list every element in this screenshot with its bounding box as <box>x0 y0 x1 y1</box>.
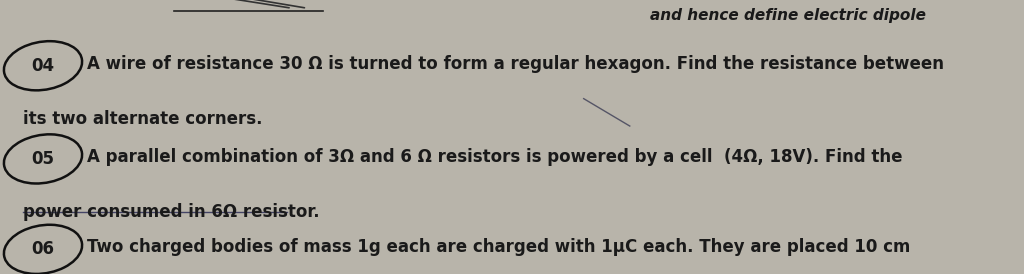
Text: 04: 04 <box>32 57 54 75</box>
Text: Two charged bodies of mass 1g each are charged with 1μC each. They are placed 10: Two charged bodies of mass 1g each are c… <box>87 238 910 256</box>
Text: 05: 05 <box>32 150 54 168</box>
Text: A wire of resistance 30 Ω is turned to form a regular hexagon. Find the resistan: A wire of resistance 30 Ω is turned to f… <box>87 55 944 73</box>
Text: A parallel combination of 3Ω and 6 Ω resistors is powered by a cell  (4Ω, 18V). : A parallel combination of 3Ω and 6 Ω res… <box>87 148 902 166</box>
Text: power consumed in 6Ω resistor.: power consumed in 6Ω resistor. <box>23 203 319 221</box>
Text: its two alternate corners.: its two alternate corners. <box>23 110 262 128</box>
Text: 06: 06 <box>32 240 54 258</box>
Text: and hence define electric dipole: and hence define electric dipole <box>650 8 927 23</box>
